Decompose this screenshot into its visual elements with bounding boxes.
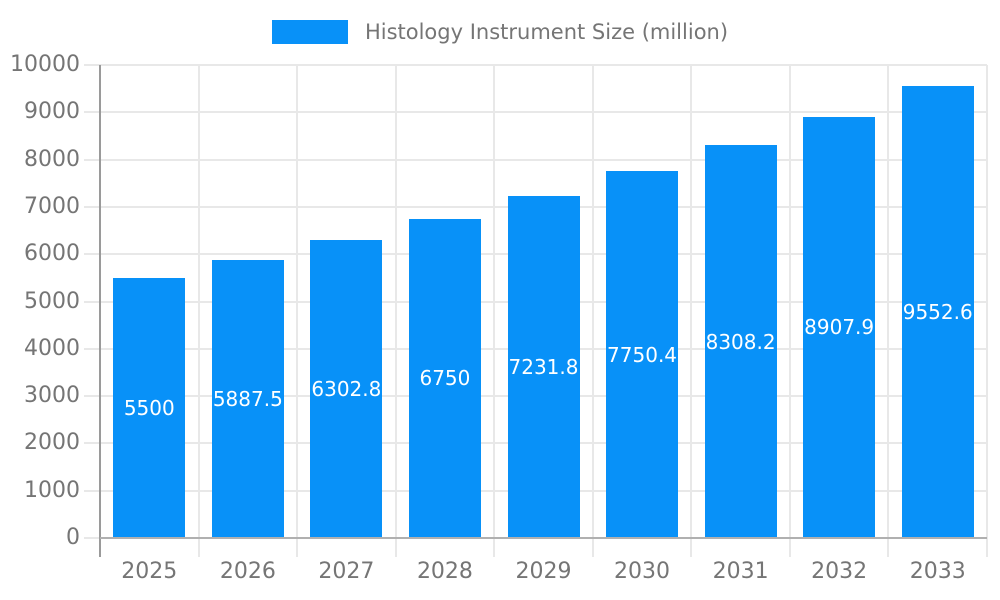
y-axis-tick (84, 347, 100, 350)
bar[interactable] (310, 239, 383, 538)
y-axis-tick (84, 300, 100, 303)
y-axis-tick (84, 158, 100, 161)
x-tick-label: 2032 (811, 559, 868, 584)
x-gridline (986, 65, 988, 557)
legend[interactable]: Histology Instrument Size (million) (0, 20, 1000, 44)
y-tick-label: 3000 (24, 383, 80, 409)
y-axis-tick (84, 442, 100, 445)
y-axis-tick (84, 395, 100, 398)
y-tick-label: 10000 (10, 52, 80, 77)
x-gridline (788, 65, 791, 557)
y-tick-label: 4000 (24, 335, 80, 361)
y-gridline (100, 111, 987, 114)
y-tick-label: 7000 (24, 193, 80, 219)
y-axis-tick (84, 537, 100, 539)
bar[interactable] (507, 195, 580, 538)
bar-value-label: 8907.9 (804, 315, 875, 340)
bar[interactable] (113, 277, 186, 538)
bar[interactable] (606, 171, 679, 538)
y-axis-tick (84, 489, 100, 492)
y-tick-label: 2000 (24, 430, 80, 456)
bar[interactable] (408, 218, 481, 538)
bar-value-label: 5500 (123, 395, 175, 420)
bar-value-label: 9552.6 (902, 300, 973, 325)
x-gridline (394, 65, 397, 557)
bar-value-label: 7750.4 (607, 342, 678, 367)
x-tick-label: 2026 (219, 559, 276, 584)
bar-value-label: 8308.2 (705, 329, 776, 354)
x-gridline (296, 65, 299, 557)
x-tick-label: 2028 (416, 559, 473, 584)
x-tick-label: 2033 (909, 559, 966, 584)
bar-value-label: 5887.5 (212, 386, 283, 411)
bar[interactable] (211, 259, 284, 538)
y-tick-label: 9000 (24, 99, 80, 125)
bar[interactable] (803, 116, 876, 538)
x-gridline (887, 65, 890, 557)
y-axis-tick (84, 111, 100, 114)
x-axis-baseline (100, 537, 987, 539)
bar-value-label: 7231.8 (508, 354, 579, 379)
bar-value-label: 6302.8 (311, 376, 382, 401)
y-axis-tick (84, 253, 100, 256)
x-tick-label: 2027 (318, 559, 375, 584)
bar[interactable] (901, 86, 974, 538)
x-gridline (591, 65, 594, 557)
legend-label: Histology Instrument Size (million) (364, 20, 729, 44)
y-axis-tick (84, 64, 100, 66)
y-tick-label: 1000 (24, 477, 80, 503)
y-axis-tick (84, 205, 100, 208)
y-tick-label: 8000 (24, 146, 80, 172)
x-tick-label: 2025 (121, 559, 178, 584)
bar[interactable] (704, 145, 777, 538)
x-gridline (690, 65, 693, 557)
x-tick-label: 2031 (712, 559, 769, 584)
bar-value-label: 6750 (419, 366, 471, 391)
y-gridline (100, 64, 987, 66)
x-tick-label: 2030 (614, 559, 671, 584)
y-tick-label: 5000 (24, 288, 80, 314)
y-axis-line (99, 65, 101, 557)
x-gridline (197, 65, 200, 557)
y-gridline (100, 158, 987, 161)
y-tick-label: 6000 (24, 241, 80, 267)
x-tick-label: 2029 (515, 559, 572, 584)
y-tick-label: 0 (66, 525, 80, 550)
legend-swatch-icon (271, 20, 348, 44)
x-gridline (493, 65, 496, 557)
